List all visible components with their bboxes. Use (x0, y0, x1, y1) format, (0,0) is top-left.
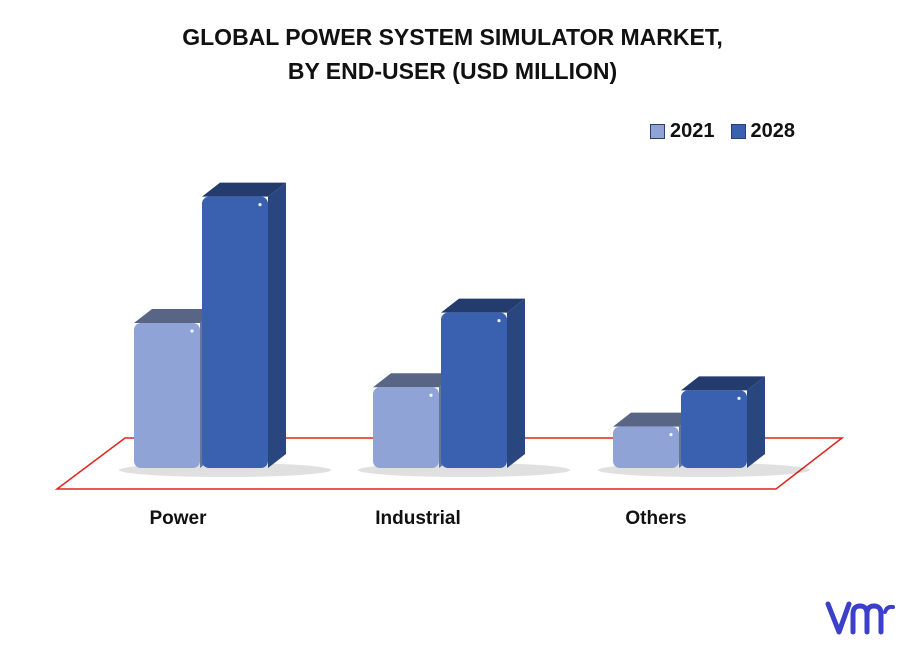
x-axis-labels: Power Industrial Others (149, 508, 686, 529)
bar-highlight-industrial-2021 (429, 393, 433, 397)
bar-highlight-power-2028 (258, 203, 262, 207)
bar-others-2028 (681, 376, 765, 468)
chart-title: GLOBAL POWER SYSTEM SIMULATOR MARKET, BY… (0, 20, 905, 88)
bar-front-others-2021 (613, 426, 679, 468)
vmr-logo-icon (825, 601, 895, 635)
x-tick-label-power: Power (149, 508, 207, 529)
bar-side-power-2028 (268, 182, 286, 468)
bar-side-others-2028 (747, 376, 765, 468)
bar-top-others-2028 (681, 376, 765, 391)
bar-front-power-2028 (202, 196, 268, 468)
x-tick-label-others: Others (625, 508, 686, 529)
legend-item-2021: 2021 (650, 120, 715, 143)
bar-highlight-others-2028 (737, 396, 741, 400)
x-tick-label-industrial: Industrial (375, 508, 461, 529)
legend: 2021 2028 (650, 120, 811, 143)
legend-label-2028: 2028 (750, 120, 796, 142)
bar-side-industrial-2028 (507, 298, 525, 468)
legend-swatch-2021 (650, 124, 665, 139)
bar-top-others-2021 (613, 412, 697, 427)
legend-item-2028: 2028 (730, 120, 796, 143)
bar-highlight-industrial-2028 (497, 319, 501, 323)
legend-swatch-2028 (730, 124, 746, 139)
legend-label-2021: 2021 (670, 120, 715, 142)
bar-top-industrial-2028 (441, 298, 525, 313)
bar-front-others-2028 (681, 390, 747, 468)
bar-highlight-power-2021 (190, 329, 194, 333)
bar-highlight-others-2021 (669, 432, 673, 437)
bar-front-power-2021 (134, 323, 200, 468)
bar-front-industrial-2028 (441, 312, 507, 468)
bars-group (119, 182, 810, 477)
bar-front-industrial-2021 (373, 387, 439, 468)
chart-title-line-1: GLOBAL POWER SYSTEM SIMULATOR MARKET, (182, 24, 723, 50)
bar-top-power-2028 (202, 182, 286, 197)
bar-top-power-2021 (134, 309, 218, 323)
bar-top-industrial-2021 (373, 373, 457, 388)
bar-industrial-2028 (441, 298, 525, 468)
chart-title-line-2: BY END-USER (USD MILLION) (287, 58, 618, 84)
bar-power-2028 (202, 182, 286, 468)
